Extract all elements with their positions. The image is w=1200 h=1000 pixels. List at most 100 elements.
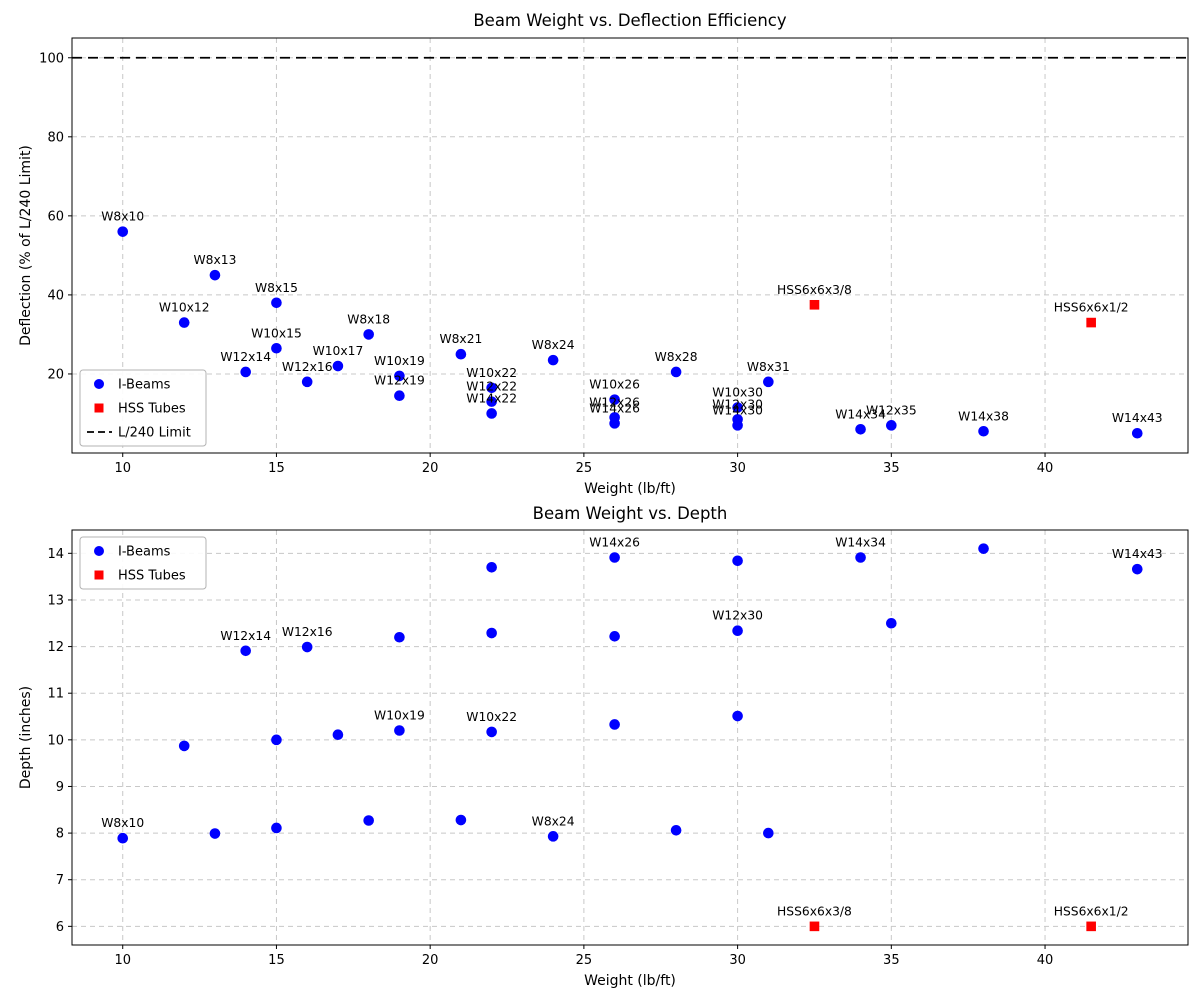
data-point-w12x16 — [301, 641, 313, 653]
data-point-w12x22 — [486, 627, 497, 639]
data-point-w14x26 — [609, 552, 620, 563]
x-tick-label: 40 — [1037, 461, 1054, 476]
x-tick-label: 30 — [729, 461, 746, 476]
data-point-hss6x6x3-8 — [809, 299, 820, 310]
point-annotation: W12x22 — [466, 380, 517, 394]
data-point-w10x12 — [178, 740, 190, 752]
x-tick-label: 10 — [114, 461, 131, 476]
deflection-efficiency-chart: 10 15 20 25 30 35 40 20 40 60 80 100 W8x10 W10x12 W8x1… — [18, 11, 1189, 497]
point-annotation: W12x19 — [374, 374, 425, 388]
point-annotation: W12x14 — [220, 350, 271, 364]
data-point-w14x30 — [732, 555, 743, 567]
x-tick-label: 15 — [268, 953, 285, 968]
data-point-w10x15 — [271, 342, 282, 354]
x-tick-label: 10 — [114, 953, 131, 968]
point-annotation: W14x34 — [835, 407, 886, 421]
y-tick-label: 7 — [56, 873, 64, 888]
data-point-hss6x6x1-2 — [1086, 921, 1096, 932]
point-annotation: W8x15 — [255, 281, 298, 295]
data-point-w12x35 — [886, 617, 897, 629]
y-tick-label: 40 — [47, 288, 64, 303]
point-annotation: W12x30 — [712, 609, 763, 623]
data-point-w8x13 — [209, 828, 221, 839]
data-point-w8x24 — [547, 354, 559, 366]
data-point-w8x13 — [209, 269, 221, 281]
point-annotation: W8x10 — [101, 816, 144, 830]
point-annotation: W12x16 — [282, 360, 333, 374]
y-axis-label: Deflection (% of L/240 Limit) — [18, 145, 34, 346]
y-tick-label: 13 — [47, 593, 64, 608]
data-point-w12x22 — [486, 396, 497, 407]
point-annotation: W14x43 — [1112, 411, 1163, 425]
legend-label: HSS Tubes — [118, 402, 186, 417]
point-annotation: HSS6x6x1/2 — [1054, 904, 1129, 918]
data-point-w12x16 — [301, 376, 313, 388]
point-annotation: W12x35 — [866, 403, 917, 417]
data-point-w14x22 — [486, 408, 497, 419]
axes-frame — [71, 529, 1189, 946]
point-annotation: W14x26 — [589, 536, 640, 550]
data-point-w8x31 — [763, 827, 774, 839]
x-tick-label: 15 — [268, 461, 285, 476]
data-point-w10x17 — [332, 729, 344, 741]
point-annotation: W10x26 — [589, 378, 640, 392]
data-point-w10x19 — [394, 725, 405, 736]
data-point-w10x30 — [732, 402, 743, 413]
point-annotation: W8x21 — [439, 332, 482, 346]
data-point-w14x43 — [1131, 427, 1143, 439]
data-point-w14x26 — [609, 418, 620, 429]
point-annotation: W10x30 — [712, 386, 763, 400]
data-point-w12x19 — [394, 631, 405, 643]
data-point-w10x22 — [486, 382, 497, 394]
data-point-w8x28 — [670, 366, 682, 378]
point-annotation: W10x22 — [466, 710, 517, 724]
point-annotation: W10x19 — [374, 709, 425, 723]
x-tick-label: 20 — [422, 953, 439, 968]
data-point-w12x19 — [394, 390, 405, 401]
x-axis-label: Weight (lb/ft) — [584, 481, 676, 497]
data-point-w12x14 — [240, 645, 252, 657]
point-annotation: W8x13 — [193, 253, 236, 267]
point-annotation: W14x34 — [835, 536, 886, 550]
data-point-w8x10 — [117, 832, 129, 844]
data-point-w14x38 — [978, 543, 989, 554]
x-axis-label: Weight (lb/ft) — [584, 973, 676, 989]
data-point-w8x21 — [455, 348, 467, 360]
data-point-w10x26 — [609, 394, 620, 405]
point-annotation: W14x43 — [1112, 547, 1163, 561]
point-annotation: W8x10 — [101, 210, 144, 224]
point-annotation: W8x28 — [655, 350, 698, 364]
point-annotation: W14x22 — [466, 391, 517, 405]
data-point-w14x22 — [486, 562, 497, 573]
point-annotation: HSS6x6x1/2 — [1054, 301, 1129, 315]
x-tick-label: 25 — [576, 461, 593, 476]
y-tick-label: 20 — [47, 367, 64, 382]
data-point-w14x30 — [732, 420, 743, 431]
y-tick-label: 8 — [56, 827, 64, 842]
point-annotation: W8x24 — [532, 814, 575, 828]
data-point-w12x35 — [886, 420, 897, 431]
data-point-w8x15 — [271, 297, 282, 309]
data-point-w14x43 — [1131, 563, 1143, 575]
point-annotation: W12x16 — [282, 625, 333, 639]
data-point-w8x28 — [670, 824, 682, 836]
data-point-w12x30 — [732, 625, 743, 637]
point-annotation: W10x17 — [313, 344, 364, 358]
chart-title: Beam Weight vs. Deflection Efficiency — [473, 11, 787, 30]
y-axis-label: Depth (inches) — [18, 686, 34, 789]
data-point-w10x30 — [732, 710, 743, 722]
legend-marker-circle-icon — [94, 546, 104, 556]
data-point-w14x34 — [855, 423, 866, 435]
point-annotation: W10x19 — [374, 354, 425, 368]
legend-label: I-Beams — [118, 545, 171, 560]
data-point-w10x22 — [486, 726, 497, 738]
y-tick-label: 80 — [47, 130, 64, 145]
point-annotation: W10x15 — [251, 326, 302, 340]
axes-frame — [71, 37, 1189, 454]
point-annotation: W8x24 — [532, 338, 575, 352]
legend-marker-square-icon — [94, 403, 104, 413]
data-point-w10x19 — [394, 370, 405, 382]
data-point-w8x18 — [363, 329, 374, 340]
x-tick-label: 40 — [1037, 953, 1054, 968]
y-tick-label: 60 — [47, 209, 64, 224]
